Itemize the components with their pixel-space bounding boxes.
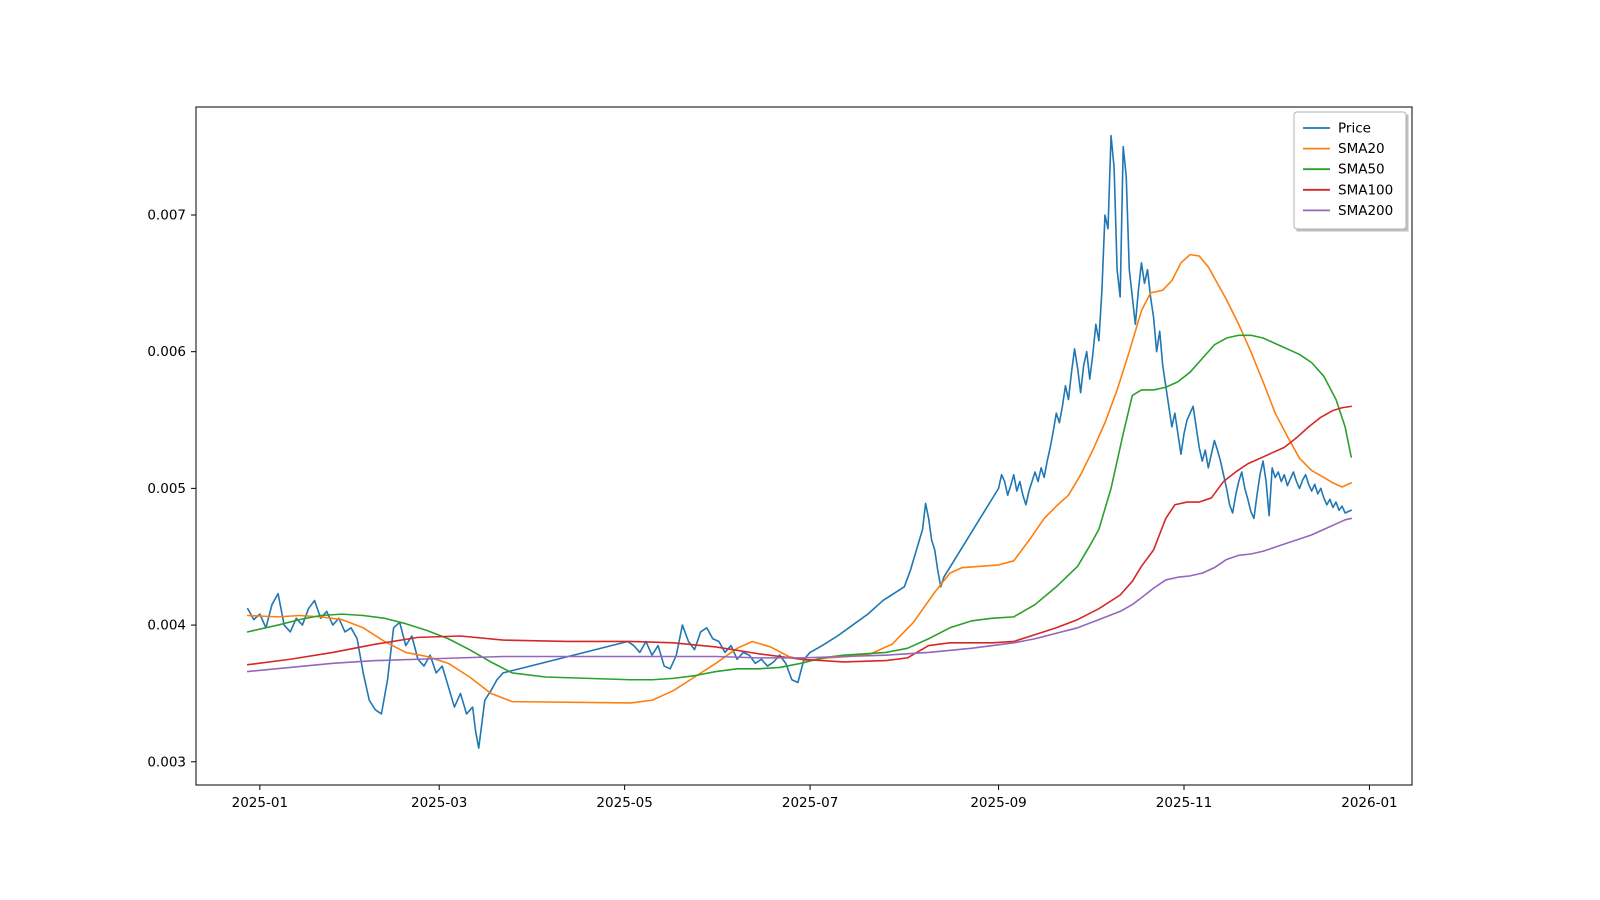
axes-frame (195, 106, 1413, 786)
legend-item-sma100: SMA100 (1303, 182, 1393, 198)
x-tick-label: 2025-01 (232, 795, 288, 811)
x-tick-label: 2026-01 (1341, 795, 1397, 811)
series-line-sma20 (246, 253, 1352, 704)
legend: Price SMA20 SMA50 SMA100 SMA200 (1293, 111, 1409, 232)
legend-label: SMA100 (1338, 182, 1393, 198)
y-tick-label: 0.004 (147, 618, 186, 634)
legend-item-sma20: SMA20 (1303, 141, 1385, 157)
legend-item-sma50: SMA50 (1303, 162, 1385, 178)
legend-label: SMA20 (1338, 141, 1385, 157)
legend-label: Price (1338, 121, 1371, 137)
y-tick-label: 0.006 (147, 344, 186, 360)
legend-item-price: Price (1303, 121, 1371, 137)
x-tick-label: 2025-09 (970, 795, 1026, 811)
legend-item-sma200: SMA200 (1303, 203, 1393, 219)
x-tick-label: 2025-11 (1156, 795, 1212, 811)
series-line-sma200 (246, 517, 1352, 673)
y-tick-label: 0.007 (147, 207, 186, 223)
y-tick-label: 0.003 (147, 754, 186, 770)
series-line-sma50 (246, 334, 1352, 681)
y-tick-label: 0.005 (147, 481, 186, 497)
series-line-price (246, 134, 1352, 749)
x-tick-label: 2025-03 (411, 795, 467, 811)
legend-label: SMA200 (1338, 203, 1393, 219)
series-line-sma100 (246, 405, 1352, 666)
x-tick-label: 2025-07 (782, 795, 838, 811)
x-tick-label: 2025-05 (596, 795, 652, 811)
legend-label: SMA50 (1338, 162, 1385, 178)
legend-box (1293, 111, 1407, 230)
